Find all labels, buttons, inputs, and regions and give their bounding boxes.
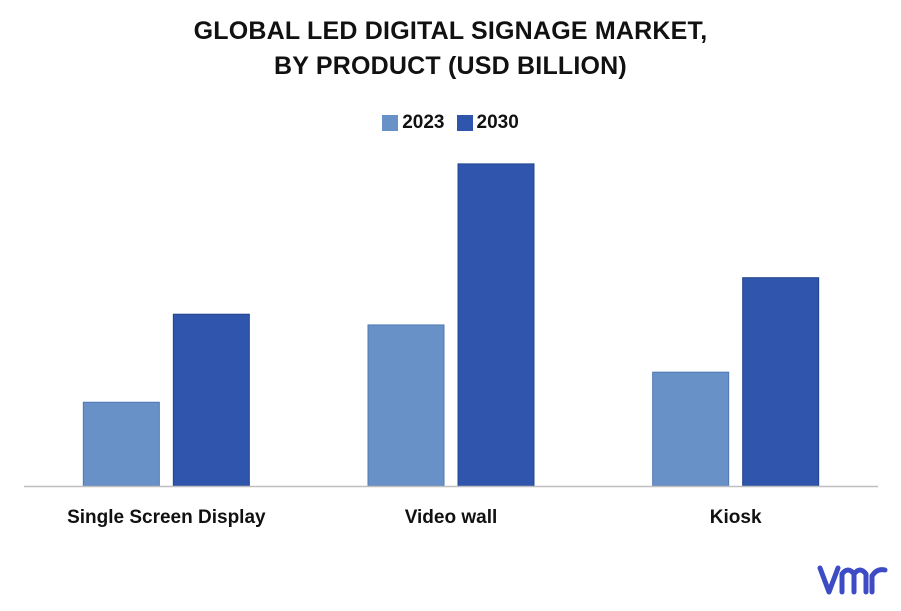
bar-2030-single-screen-display xyxy=(172,313,250,487)
legend-label-2030: 2030 xyxy=(476,112,519,133)
legend-item-2030: 2030 xyxy=(456,112,519,134)
vmr-logo-icon xyxy=(817,560,889,605)
chart-title-line-1: GLOBAL LED DIGITAL SIGNAGE MARKET, xyxy=(193,17,708,45)
chart-legend: 2023 2030 xyxy=(0,112,901,134)
bar-2023-single-screen-display xyxy=(82,401,160,487)
chart-title-line-2: BY PRODUCT (USD BILLION) xyxy=(274,52,627,80)
chart-title: GLOBAL LED DIGITAL SIGNAGE MARKET, BY PR… xyxy=(0,14,901,84)
legend-swatch-2030 xyxy=(456,115,473,131)
x-tick-label: Kiosk xyxy=(710,507,762,528)
bar-2023-kiosk xyxy=(652,371,730,487)
legend-swatch-2023 xyxy=(382,115,399,131)
x-tick-label: Video wall xyxy=(405,507,498,528)
bar-2023-video-wall xyxy=(367,324,445,487)
x-tick-label: Single Screen Display xyxy=(67,507,266,528)
bar-2030-kiosk xyxy=(742,277,820,487)
bar-2030-video-wall xyxy=(457,163,535,487)
legend-item-2023: 2023 xyxy=(382,112,445,134)
legend-label-2023: 2023 xyxy=(402,112,445,133)
